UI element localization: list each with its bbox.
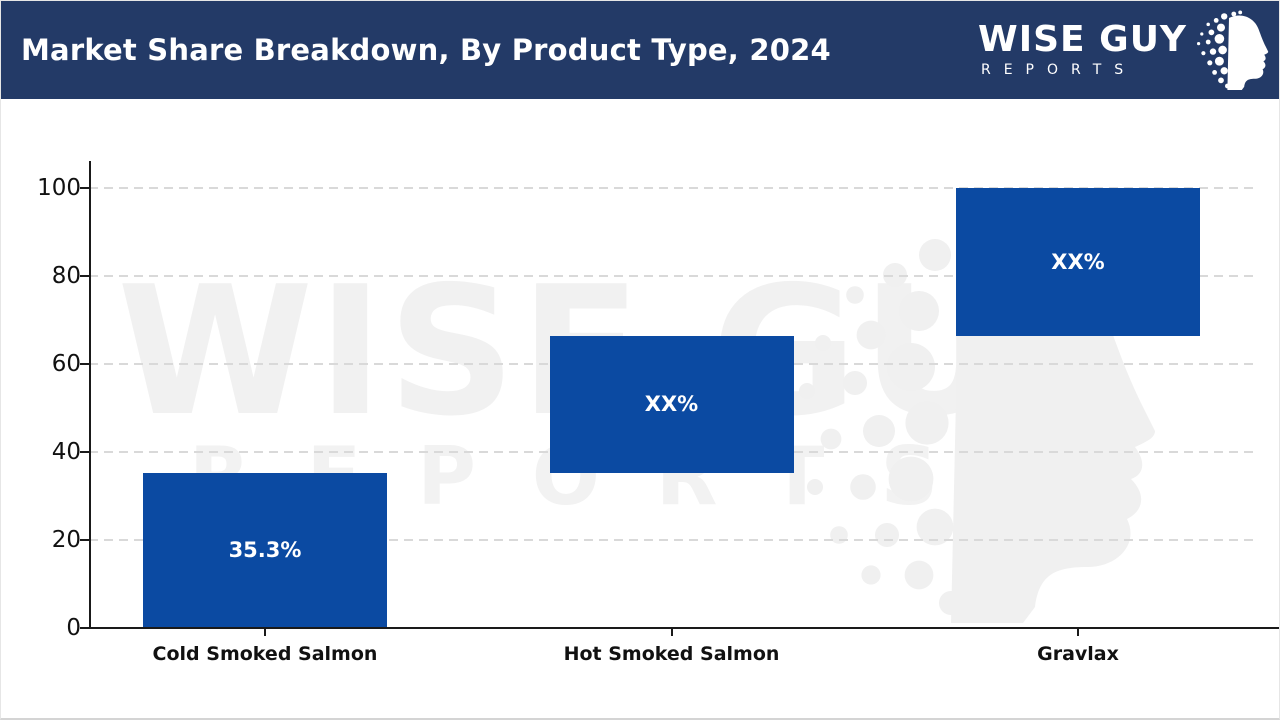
bar-value-label: XX% [644,392,699,417]
y-tick-mark [80,451,89,453]
bar-hot-smoked-salmon [549,335,794,473]
x-axis-line [89,627,1279,629]
bar-cold-smoked-salmon [143,472,387,628]
y-tick-mark [80,275,89,277]
wise-guy-logo: WISE GUY REPORTS [978,6,1273,94]
y-tick-mark [80,539,89,541]
logo-text: WISE GUY REPORTS [977,19,1187,79]
bar-gravlax [956,188,1200,336]
y-tick-mark [80,627,89,629]
x-category-label: Gravlax [1037,643,1119,665]
gridline-100 [89,187,1255,189]
bar-value-label: 35.3% [228,538,302,563]
y-tick-label: 80 [51,263,81,289]
logo-face-icon [1197,10,1269,91]
bar-value-label: XX% [1051,249,1105,274]
gridline-20 [89,539,1255,541]
y-tick-mark [80,363,89,365]
logo-subtitle: REPORTS [980,62,1137,78]
watermark-face-icon [799,225,1155,623]
x-category-label: Cold Smoked Salmon [152,643,378,665]
y-tick-label: 20 [51,527,81,553]
x-tick-mark [264,628,266,636]
logo-wordmark: WISE GUY [977,19,1187,60]
y-tick-label: 40 [51,439,81,465]
gridline-80 [89,275,1255,277]
y-tick-label: 60 [51,351,81,377]
x-category-label: Hot Smoked Salmon [563,643,780,665]
y-axis-line [89,161,91,628]
x-tick-mark [670,628,673,636]
y-tick-label: 0 [66,615,81,641]
page-title: Market Share Breakdown, By Product Type,… [21,33,831,67]
y-tick-label: 100 [37,175,81,201]
header: Market Share Breakdown, By Product Type,… [1,1,1279,99]
y-tick-mark [80,187,89,189]
x-tick-mark [1077,628,1079,636]
